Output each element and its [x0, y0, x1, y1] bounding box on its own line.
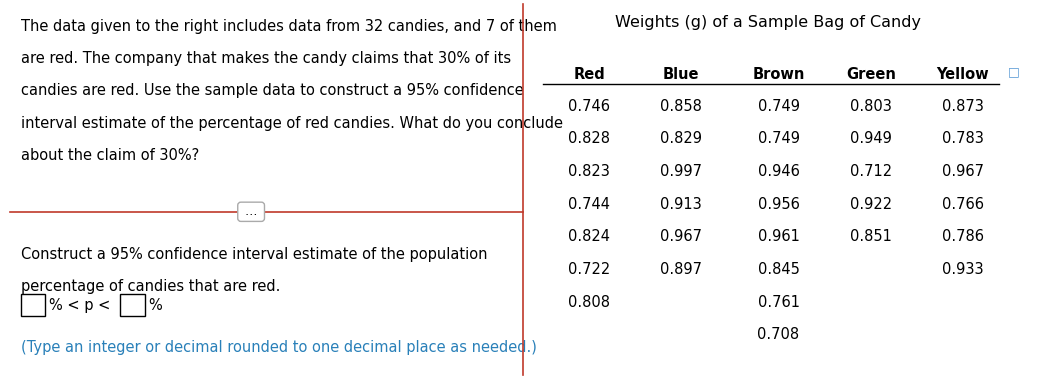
Text: □: □ — [1008, 65, 1020, 78]
Text: 0.824: 0.824 — [568, 229, 610, 244]
Text: Brown: Brown — [752, 67, 805, 82]
Text: 0.803: 0.803 — [850, 99, 891, 113]
Text: candies are red. Use the sample data to construct a 95% confidence: candies are red. Use the sample data to … — [21, 83, 524, 98]
Text: …: … — [240, 205, 261, 218]
Text: 0.845: 0.845 — [758, 262, 799, 277]
Text: 0.956: 0.956 — [758, 197, 799, 211]
Text: 0.967: 0.967 — [660, 229, 702, 244]
Text: 0.744: 0.744 — [568, 197, 610, 211]
Text: 0.997: 0.997 — [660, 164, 702, 179]
Text: 0.949: 0.949 — [850, 131, 891, 146]
Text: 0.933: 0.933 — [942, 262, 983, 277]
Text: percentage of candies that are red.: percentage of candies that are red. — [21, 279, 280, 294]
Text: Weights (g) of a Sample Bag of Candy: Weights (g) of a Sample Bag of Candy — [616, 15, 922, 30]
Text: Construct a 95% confidence interval estimate of the population: Construct a 95% confidence interval esti… — [21, 247, 487, 262]
Text: about the claim of 30%?: about the claim of 30%? — [21, 148, 199, 163]
Text: 0.967: 0.967 — [942, 164, 983, 179]
Text: 0.783: 0.783 — [942, 131, 983, 146]
Text: interval estimate of the percentage of red candies. What do you conclude: interval estimate of the percentage of r… — [21, 116, 562, 131]
Text: 0.897: 0.897 — [660, 262, 702, 277]
Text: 0.746: 0.746 — [568, 99, 610, 113]
Text: The data given to the right includes data from 32 candies, and 7 of them: The data given to the right includes dat… — [21, 19, 557, 34]
Text: 0.858: 0.858 — [660, 99, 702, 113]
Text: are red. The company that makes the candy claims that 30% of its: are red. The company that makes the cand… — [21, 51, 511, 66]
Text: 0.766: 0.766 — [942, 197, 983, 211]
Text: Red: Red — [574, 67, 605, 82]
Text: (Type an integer or decimal rounded to one decimal place as needed.): (Type an integer or decimal rounded to o… — [21, 340, 536, 355]
FancyBboxPatch shape — [21, 294, 45, 316]
Text: Blue: Blue — [663, 67, 699, 82]
Text: 0.786: 0.786 — [942, 229, 983, 244]
Text: %: % — [148, 298, 162, 313]
Text: 0.828: 0.828 — [568, 131, 610, 146]
Text: 0.873: 0.873 — [942, 99, 983, 113]
Text: 0.712: 0.712 — [850, 164, 891, 179]
Text: 0.749: 0.749 — [758, 131, 799, 146]
Text: Yellow: Yellow — [936, 67, 990, 82]
Text: 0.722: 0.722 — [567, 262, 610, 277]
Text: 0.913: 0.913 — [660, 197, 702, 211]
Text: 0.946: 0.946 — [758, 164, 799, 179]
Text: 0.823: 0.823 — [568, 164, 610, 179]
Text: 0.829: 0.829 — [660, 131, 702, 146]
Text: 0.761: 0.761 — [758, 294, 799, 310]
Text: 0.922: 0.922 — [850, 197, 891, 211]
Text: 0.961: 0.961 — [758, 229, 799, 244]
Text: 0.708: 0.708 — [758, 327, 799, 342]
Text: Green: Green — [845, 67, 896, 82]
Text: 0.808: 0.808 — [568, 294, 610, 310]
Text: % < p <: % < p < — [49, 298, 111, 313]
FancyBboxPatch shape — [120, 294, 144, 316]
Text: 0.749: 0.749 — [758, 99, 799, 113]
Text: 0.851: 0.851 — [850, 229, 891, 244]
